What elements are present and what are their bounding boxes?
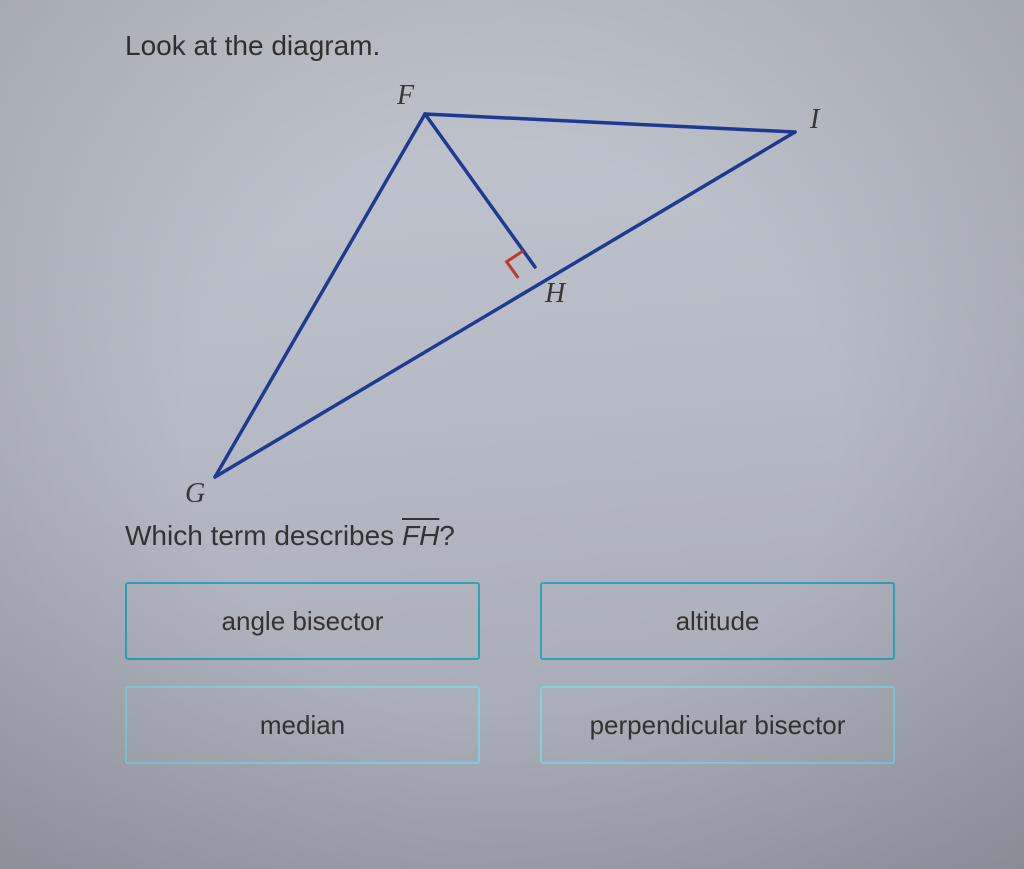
- question-suffix: ?: [439, 520, 455, 551]
- question-prefix: Which term describes: [125, 520, 402, 551]
- instruction-text: Look at the diagram.: [125, 30, 915, 62]
- vertex-label-I: I: [809, 104, 821, 135]
- edge-IG: [215, 132, 795, 477]
- edge-FI: [425, 114, 795, 132]
- edge-GF: [215, 114, 425, 477]
- answer-option-2[interactable]: median: [125, 686, 480, 764]
- vertex-label-F: F: [396, 80, 415, 111]
- right-angle-marker: [507, 251, 524, 278]
- segment-name: FH: [402, 520, 439, 551]
- answer-option-1[interactable]: altitude: [540, 582, 895, 660]
- edge-FH: [425, 114, 535, 267]
- vertex-label-H: H: [544, 278, 567, 309]
- answer-option-0[interactable]: angle bisector: [125, 582, 480, 660]
- answers-grid: angle bisector altitude median perpendic…: [125, 582, 895, 764]
- diagram-svg: F I H G: [135, 72, 835, 502]
- answer-option-3[interactable]: perpendicular bisector: [540, 686, 895, 764]
- vertex-label-G: G: [185, 478, 205, 502]
- question-text: Which term describes FH?: [125, 520, 915, 552]
- geometry-diagram: FIHG: [135, 72, 815, 502]
